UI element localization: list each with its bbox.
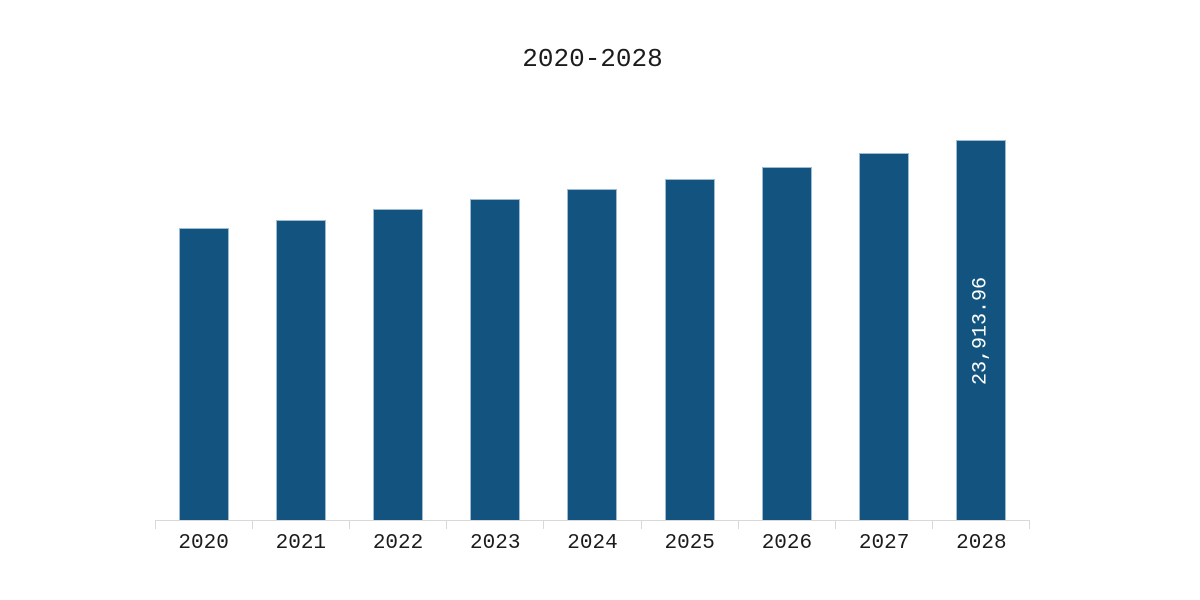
axis-tick — [446, 521, 543, 529]
plot-area: 23,913.96 — [155, 100, 1030, 520]
x-axis-labels: 2020 2021 2022 2023 2024 2025 2026 2027 2028 — [155, 532, 1030, 556]
bar-slot — [544, 100, 641, 520]
axis-tick — [155, 521, 252, 529]
axis-tick — [543, 521, 640, 529]
axis-tick — [252, 521, 349, 529]
bar-2022 — [373, 209, 424, 520]
bar-slot — [447, 100, 544, 520]
x-tick-label-2022: 2022 — [372, 532, 424, 555]
bar-2025 — [664, 178, 715, 520]
x-tick-label-2026: 2026 — [761, 532, 813, 555]
bar-slot — [641, 100, 738, 520]
x-tick-label-2023: 2023 — [470, 532, 521, 555]
x-tick-label-2021: 2021 — [275, 532, 327, 555]
bar-slot — [836, 100, 933, 520]
bar-2021 — [275, 220, 326, 520]
x-tick-label-2028: 2028 — [956, 532, 1007, 555]
bar-2028: 23,913.96 — [956, 140, 1007, 520]
bar-2023 — [470, 199, 521, 520]
bar-slot — [155, 100, 252, 520]
bar-value-label: 23,913.96 — [969, 276, 993, 385]
x-tick-label-2025: 2025 — [664, 532, 715, 555]
bar-2026 — [761, 166, 812, 520]
x-tick-label-2024: 2024 — [567, 532, 618, 555]
x-axis-line — [155, 520, 1030, 529]
bar-slot — [349, 100, 446, 520]
x-tick-label-2027: 2027 — [858, 532, 910, 555]
bar-slot — [738, 100, 835, 520]
bar-2024 — [567, 188, 618, 520]
axis-tick — [737, 521, 835, 529]
x-tick-label-2020: 2020 — [178, 532, 229, 555]
axis-tick — [931, 521, 1030, 529]
axis-tick — [640, 521, 738, 529]
bar-2027 — [859, 152, 910, 520]
chart-title: 2020-2028 — [522, 44, 663, 74]
bar-slot: 23,913.96 — [933, 100, 1030, 520]
axis-tick — [349, 521, 446, 529]
bar-2020 — [178, 228, 229, 520]
bar-slot — [252, 100, 349, 520]
axis-tick — [834, 521, 932, 529]
